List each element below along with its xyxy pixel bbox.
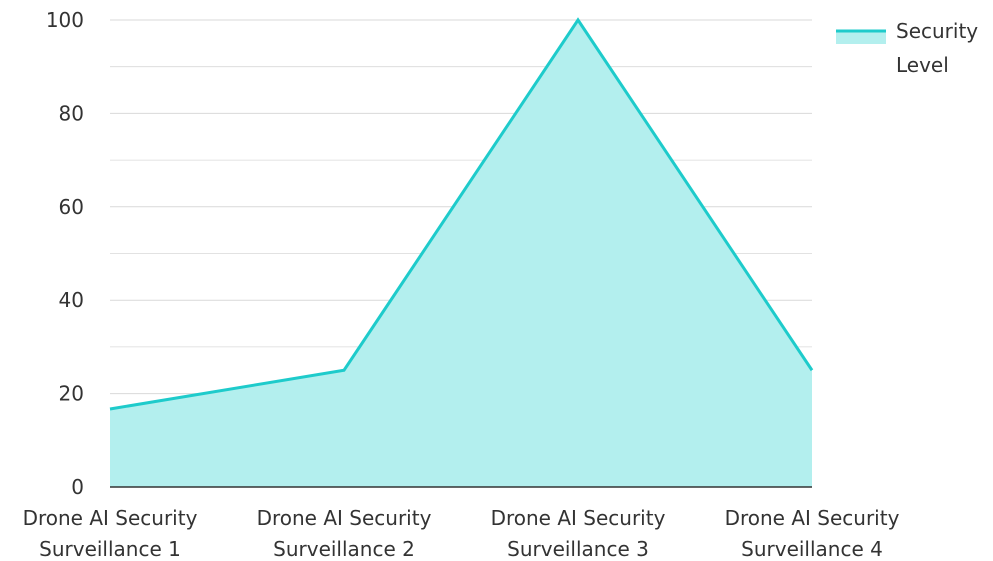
- x-tick-label: Drone AI Security Surveillance 1: [23, 506, 198, 561]
- legend-label-line-2: Level: [896, 53, 949, 77]
- y-tick-label: 60: [59, 195, 84, 219]
- legend-label-line-1: Security: [896, 19, 978, 43]
- x-tick-label: Drone AI Security Surveillance 2: [257, 506, 432, 561]
- x-tick-label-line: Surveillance 3: [507, 537, 649, 561]
- y-axis-ticks: 0 20 40 60 80 100: [46, 8, 84, 499]
- x-tick-label-line: Drone AI Security: [23, 506, 198, 530]
- x-tick-label-line: Drone AI Security: [491, 506, 666, 530]
- x-tick-label-line: Surveillance 4: [741, 537, 883, 561]
- y-tick-label: 20: [59, 382, 84, 406]
- series-line: [109, 17, 814, 411]
- legend: Security Level: [836, 19, 978, 77]
- area-fill: [110, 20, 812, 487]
- series-area: [109, 17, 814, 488]
- x-tick-label: Drone AI Security Surveillance 4: [725, 506, 900, 561]
- y-tick-label: 80: [59, 101, 84, 125]
- x-tick-label: Drone AI Security Surveillance 3: [491, 506, 666, 561]
- y-tick-label: 40: [59, 288, 84, 312]
- x-tick-label-line: Surveillance 2: [273, 537, 415, 561]
- x-tick-label-line: Surveillance 1: [39, 537, 181, 561]
- legend-swatch: [836, 30, 886, 44]
- y-tick-label: 0: [71, 475, 84, 499]
- x-tick-label-line: Drone AI Security: [257, 506, 432, 530]
- y-tick-label: 100: [46, 8, 84, 32]
- x-tick-label-line: Drone AI Security: [725, 506, 900, 530]
